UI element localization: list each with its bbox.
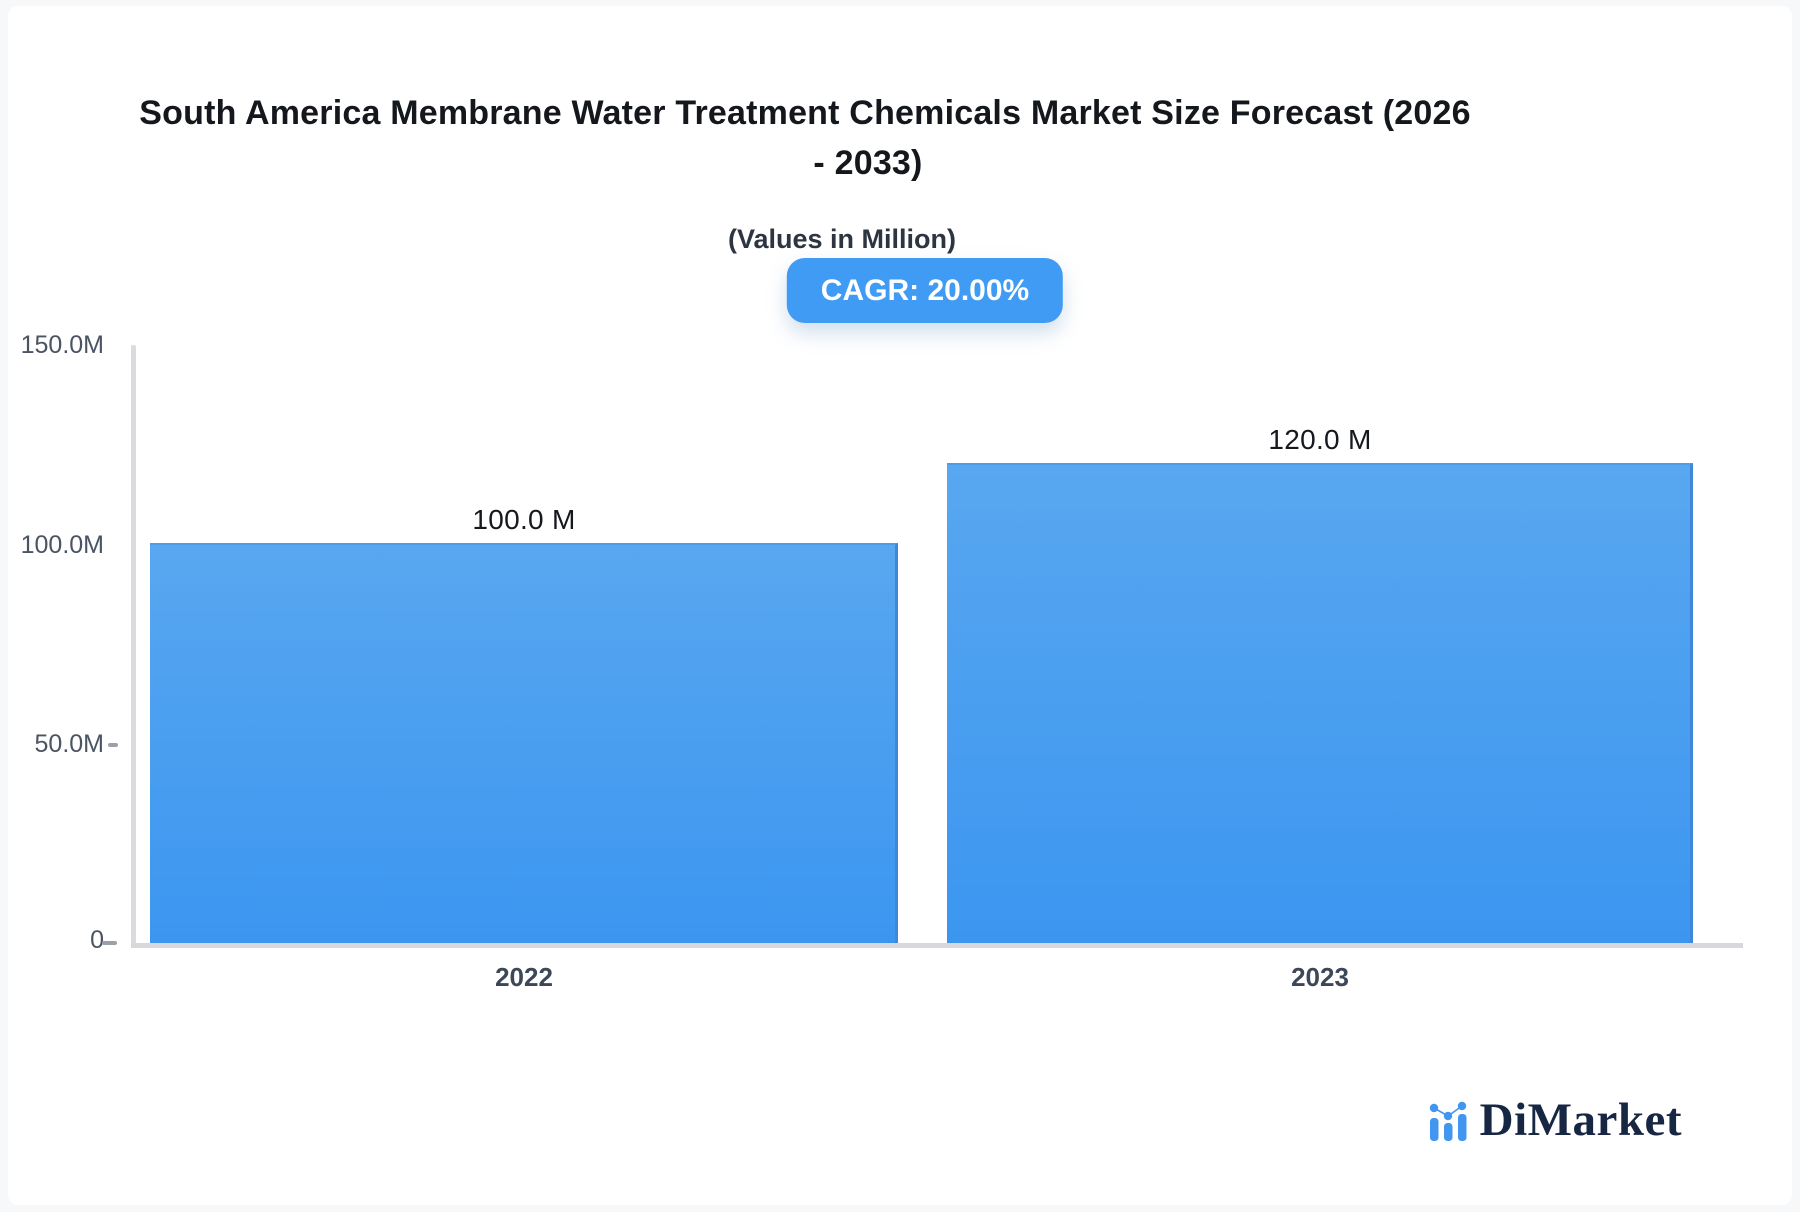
bar-chart-icon [1429, 1101, 1467, 1141]
y-axis-tick-label: 0 [90, 926, 104, 954]
chart-title-line-1: South America Membrane Water Treatment C… [139, 94, 1471, 132]
y-axis-tick-label: 150.0M [20, 331, 104, 359]
bar-2022 [150, 543, 898, 943]
bar-value-label: 120.0 M [1268, 424, 1372, 455]
chart-title-line-2: - 2033) [813, 144, 923, 182]
bar-column-2023: 120.0 M [947, 424, 1693, 943]
bar-2023 [947, 463, 1693, 943]
x-axis-label-2022: 2022 [495, 962, 553, 992]
chart-subtitle: (Values in Million) [727, 224, 957, 254]
x-axis-line [131, 943, 1743, 948]
brand-logo-text: DiMarket [1479, 1094, 1682, 1146]
y-axis-tick-mark [102, 941, 117, 945]
brand-logo: DiMarket [1428, 1094, 1682, 1146]
y-axis-tick-label: 100.0M [20, 531, 104, 559]
bar-column-2022: 100.0 M [150, 504, 898, 943]
y-axis-tick-label: 50.0M [34, 730, 104, 758]
cagr-badge: CAGR: 20.00% [786, 258, 1064, 323]
x-axis-label-2023: 2023 [1291, 962, 1349, 992]
y-axis-tick-mark [108, 743, 118, 747]
y-axis-line [131, 345, 136, 947]
bar-value-label: 100.0 M [472, 504, 576, 535]
